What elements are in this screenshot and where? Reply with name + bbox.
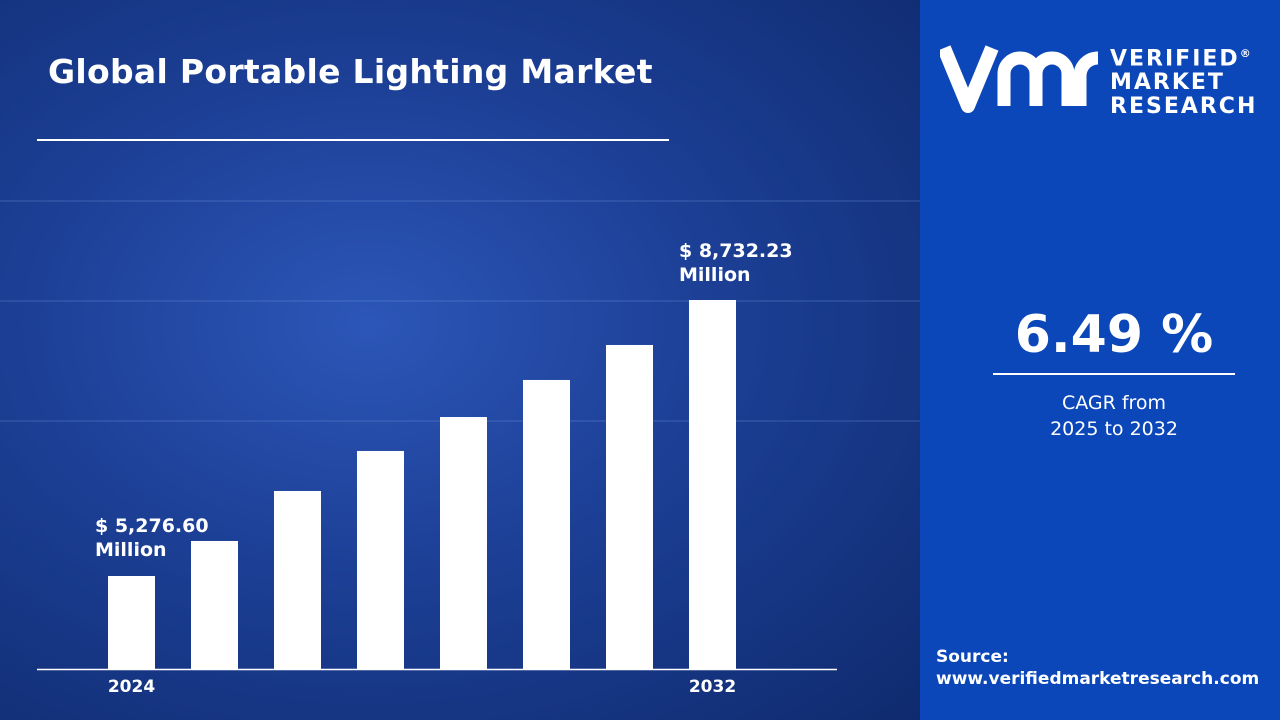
- x-tick-label: 2024: [108, 677, 155, 697]
- chart-title: Global Portable Lighting Market: [48, 52, 653, 91]
- bar: [689, 300, 736, 669]
- source: Source: www.verifiedmarketresearch.com: [936, 647, 1260, 689]
- bar: [440, 417, 487, 669]
- first-value-unit: Million: [95, 539, 167, 561]
- vmr-logo-icon: [940, 45, 1099, 113]
- bar: [108, 576, 155, 669]
- first-value-label: $ 5,276.60 Million: [95, 514, 209, 562]
- last-value-amount: $ 8,732.23: [679, 240, 793, 262]
- first-value-amount: $ 5,276.60: [95, 515, 209, 537]
- source-url[interactable]: www.verifiedmarketresearch.com: [936, 669, 1260, 689]
- bar: [606, 344, 653, 669]
- brand-name: VERIFIED® MARKET RESEARCH: [1110, 46, 1258, 120]
- bar: [274, 490, 321, 669]
- cagr-label: CAGR from 2025 to 2032: [1050, 392, 1178, 440]
- last-value-unit: Million: [679, 264, 751, 286]
- cagr-divider: [993, 373, 1235, 375]
- last-value-label: $ 8,732.23 Million: [679, 239, 793, 287]
- title-divider: [37, 139, 669, 141]
- bar: [523, 379, 570, 669]
- bar: [191, 540, 238, 669]
- cagr-value: 6.49 %: [1014, 305, 1214, 365]
- bar-chart: 2024 2032: [0, 0, 920, 720]
- bar: [357, 450, 404, 669]
- x-tick-label: 2032: [689, 677, 736, 697]
- info-panel: [920, 0, 1280, 720]
